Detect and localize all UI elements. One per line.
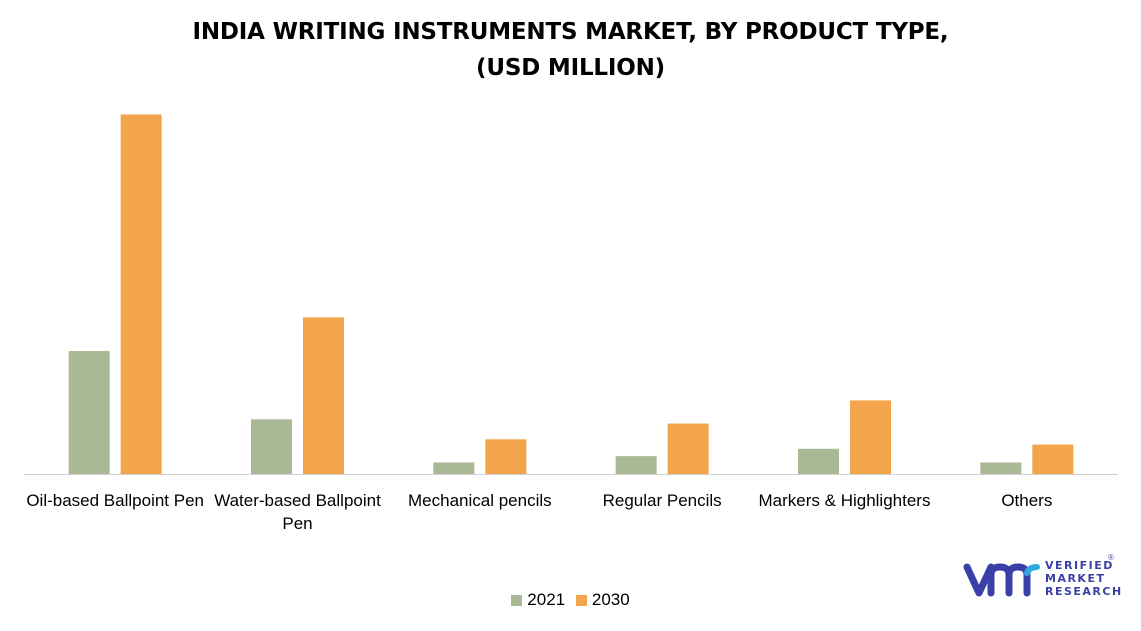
category-label-2: Mechanical pencils bbox=[408, 491, 552, 510]
bar-2030-cat-0 bbox=[120, 114, 162, 474]
legend-item-2021: 2021 bbox=[511, 590, 565, 610]
logo-line-3: RESEARCH bbox=[1045, 585, 1123, 598]
bar-2030-cat-4 bbox=[850, 400, 891, 474]
chart-title-line-1: INDIA WRITING INSTRUMENTS MARKET, BY PRO… bbox=[192, 19, 949, 45]
legend-item-2030: 2030 bbox=[575, 590, 630, 610]
registered-mark: ® bbox=[1108, 553, 1114, 562]
category-label-0: Oil-based Ballpoint Pen bbox=[26, 491, 204, 510]
category-label-5: Others bbox=[1001, 491, 1052, 510]
bar-2021-cat-4 bbox=[798, 448, 839, 474]
chart-title: INDIA WRITING INSTRUMENTS MARKET, BY PRO… bbox=[0, 14, 1141, 86]
logo-text: VERIFIED MARKET RESEARCH bbox=[1045, 559, 1123, 598]
legend: 2021 2030 bbox=[0, 590, 1141, 611]
category-label-1: Water-based Ballpoint Pen bbox=[214, 491, 381, 533]
bar-2021-cat-2 bbox=[433, 462, 475, 474]
bar-2021-cat-3 bbox=[615, 456, 657, 474]
legend-swatch-2030 bbox=[575, 594, 587, 606]
logo-line-1: VERIFIED bbox=[1045, 559, 1114, 572]
bar-2021-cat-1 bbox=[251, 419, 292, 474]
bar-2030-cat-1 bbox=[303, 317, 344, 474]
category-label-3: Regular Pencils bbox=[603, 491, 722, 510]
vmr-logo-mark-icon bbox=[963, 563, 1040, 597]
chart-title-line-2: (USD MILLION) bbox=[476, 55, 665, 81]
bar-2021-cat-0 bbox=[68, 350, 110, 474]
logo-line-2: MARKET bbox=[1045, 572, 1106, 585]
verified-market-research-logo: VERIFIED MARKET RESEARCH ® bbox=[963, 553, 1123, 603]
legend-swatch-2021 bbox=[511, 594, 523, 606]
bar-2030-cat-2 bbox=[485, 439, 527, 474]
legend-label-2030: 2030 bbox=[591, 590, 630, 609]
bar-2030-cat-5 bbox=[1032, 444, 1074, 474]
legend-label-2021: 2021 bbox=[527, 590, 566, 609]
bar-2021-cat-5 bbox=[980, 462, 1022, 474]
category-label-4: Markers & Highlighters bbox=[759, 491, 931, 510]
bar-2030-cat-3 bbox=[667, 423, 709, 474]
